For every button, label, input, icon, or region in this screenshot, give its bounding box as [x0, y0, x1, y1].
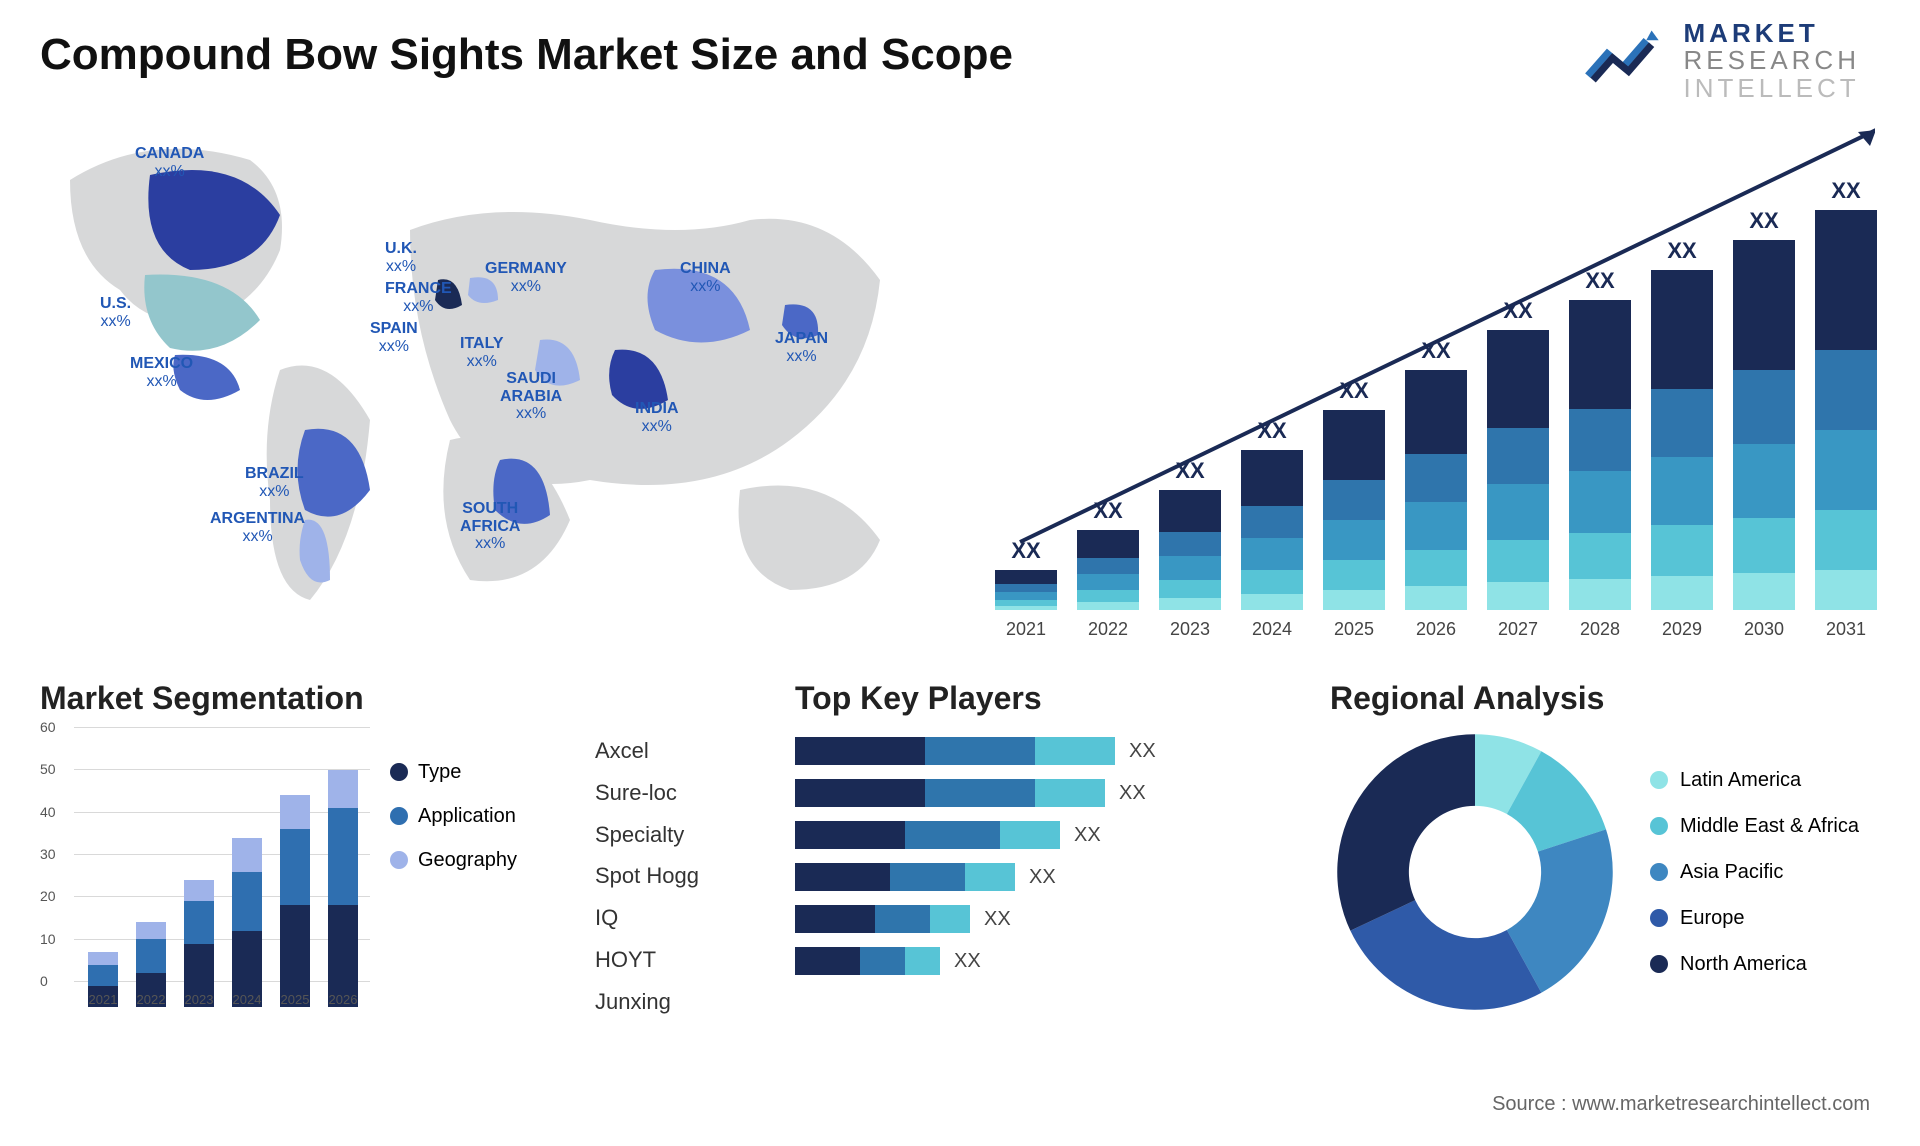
seg-bar: [88, 753, 118, 1007]
region-legend-item: Middle East & Africa: [1650, 803, 1859, 849]
map-label: CANADAxx%: [135, 145, 204, 180]
seg-bar: [280, 753, 310, 1007]
region-legend-item: Asia Pacific: [1650, 849, 1859, 895]
segmentation-legend: TypeApplicationGeography: [390, 750, 517, 882]
map-label: SOUTHAFRICAxx%: [460, 500, 520, 553]
map-label: INDIAxx%: [635, 400, 679, 435]
player-value: XX: [1119, 782, 1146, 805]
seg-xlabel: 2026: [329, 992, 358, 1007]
player-bar-row: XX: [795, 905, 1295, 933]
growth-arrow: [965, 120, 1875, 640]
seg-xlabel: 2023: [185, 992, 214, 1007]
player-bar-row: XX: [795, 821, 1295, 849]
regional-panel: Regional Analysis Latin AmericaMiddle Ea…: [1330, 680, 1890, 1017]
map-label: U.S.xx%: [100, 295, 131, 330]
company-list-item: Junxing: [595, 981, 795, 1023]
seg-bar: [328, 753, 358, 1007]
source-text: Source : www.marketresearchintellect.com: [1492, 1093, 1870, 1116]
region-legend-item: North America: [1650, 941, 1859, 987]
players-panel: Top Key Players XXXXXXXXXXXX: [795, 680, 1295, 989]
company-list: AxcelSure-locSpecialtySpot HoggIQHOYTJun…: [595, 730, 795, 1023]
map-label: ITALYxx%: [460, 335, 504, 370]
seg-bar: [136, 753, 166, 1007]
donut-slice: [1337, 734, 1475, 930]
player-value: XX: [1129, 740, 1156, 763]
region-legend-item: Latin America: [1650, 757, 1859, 803]
seg-xlabel: 2021: [89, 992, 118, 1007]
segmentation-chart: 0102030405060202120222023202420252026: [40, 727, 370, 1007]
seg-legend-item: Application: [390, 794, 517, 838]
world-map: CANADAxx% U.S.xx% MEXICOxx% BRAZILxx% ARGENT…: [30, 120, 930, 640]
regional-title: Regional Analysis: [1330, 680, 1890, 717]
region-legend-item: Europe: [1650, 895, 1859, 941]
map-label: BRAZILxx%: [245, 465, 304, 500]
seg-legend-item: Type: [390, 750, 517, 794]
seg-xlabel: 2024: [233, 992, 262, 1007]
player-bar-row: XX: [795, 779, 1295, 807]
company-list-item: Specialty: [595, 814, 795, 856]
player-value: XX: [1029, 866, 1056, 889]
company-list-item: Spot Hogg: [595, 855, 795, 897]
map-label: ARGENTINAxx%: [210, 510, 305, 545]
regional-legend: Latin AmericaMiddle East & AfricaAsia Pa…: [1650, 757, 1859, 987]
map-label: SAUDIARABIAxx%: [500, 370, 562, 423]
player-bar-row: XX: [795, 947, 1295, 975]
player-value: XX: [954, 950, 981, 973]
player-bar-row: XX: [795, 863, 1295, 891]
map-label: JAPANxx%: [775, 330, 828, 365]
seg-xlabel: 2025: [281, 992, 310, 1007]
market-growth-chart: 2021XX2022XX2023XX2024XX2025XX2026XX2027…: [965, 120, 1875, 640]
map-label: SPAINxx%: [370, 320, 418, 355]
company-list-item: Axcel: [595, 730, 795, 772]
map-label: U.K.xx%: [385, 240, 417, 275]
players-chart: XXXXXXXXXXXX: [795, 737, 1295, 975]
players-title: Top Key Players: [795, 680, 1295, 717]
brand-logo-mark: [1580, 27, 1670, 94]
brand-logo-text: MARKET RESEARCH INTELLECT: [1684, 20, 1860, 102]
player-value: XX: [1074, 824, 1101, 847]
segmentation-title: Market Segmentation: [40, 680, 540, 717]
seg-bar: [184, 753, 214, 1007]
company-list-item: Sure-loc: [595, 772, 795, 814]
seg-xlabel: 2022: [137, 992, 166, 1007]
company-list-item: IQ: [595, 897, 795, 939]
player-bar-row: XX: [795, 737, 1295, 765]
map-label: GERMANYxx%: [485, 260, 567, 295]
map-label: MEXICOxx%: [130, 355, 193, 390]
map-label: FRANCExx%: [385, 280, 452, 315]
map-label: CHINAxx%: [680, 260, 731, 295]
segmentation-panel: Market Segmentation 01020304050602021202…: [40, 680, 540, 1007]
player-value: XX: [984, 908, 1011, 931]
seg-legend-item: Geography: [390, 838, 517, 882]
company-list-item: HOYT: [595, 939, 795, 981]
regional-donut: [1330, 727, 1620, 1017]
seg-bar: [232, 753, 262, 1007]
brand-logo: MARKET RESEARCH INTELLECT: [1580, 20, 1860, 102]
page-title: Compound Bow Sights Market Size and Scop…: [40, 30, 1013, 80]
